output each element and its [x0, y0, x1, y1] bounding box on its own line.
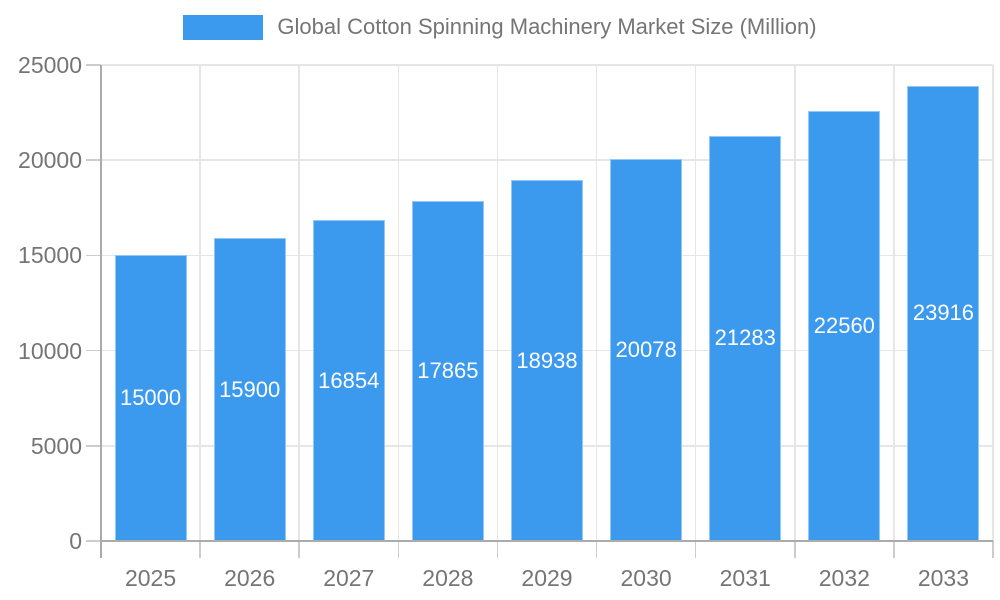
bar: 22560 — [808, 111, 881, 541]
x-axis-label: 2026 — [224, 565, 276, 591]
v-gridline — [794, 65, 796, 541]
x-axis-label: 2031 — [719, 565, 771, 591]
y-axis-label: 5000 — [30, 432, 82, 459]
legend-label: Global Cotton Spinning Machinery Market … — [277, 14, 817, 39]
v-gridline — [992, 65, 994, 541]
x-axis-tick — [694, 541, 697, 558]
legend-item[interactable]: Global Cotton Spinning Machinery Market … — [0, 14, 1000, 40]
x-axis-tick — [496, 541, 499, 558]
x-axis-line — [100, 540, 993, 542]
x-axis-tick — [595, 541, 598, 558]
v-gridline — [496, 65, 499, 541]
y-axis-tick — [86, 254, 101, 257]
y-axis-tick — [86, 540, 101, 542]
x-axis-tick — [992, 541, 994, 558]
v-gridline — [694, 65, 697, 541]
legend-swatch — [183, 14, 264, 40]
x-axis-label: 2033 — [917, 565, 970, 591]
bar: 20078 — [610, 158, 683, 541]
y-axis-label: 15000 — [18, 242, 82, 269]
bar-value-label: 18938 — [516, 347, 578, 373]
y-axis-tick — [86, 445, 101, 447]
y-axis-label: 20000 — [18, 147, 82, 174]
bar-value-label: 23916 — [912, 300, 975, 326]
bar: 17865 — [411, 200, 484, 541]
bar-value-label: 17865 — [417, 357, 479, 383]
v-gridline — [595, 65, 598, 541]
v-gridline — [397, 65, 400, 541]
x-axis-label: 2027 — [323, 565, 375, 591]
y-axis-tick — [86, 64, 101, 66]
bar-value-label: 22560 — [813, 313, 875, 339]
x-axis-tick — [298, 541, 300, 558]
x-axis-tick — [199, 541, 201, 558]
y-axis-label: 10000 — [18, 337, 82, 364]
h-gridline — [101, 64, 993, 66]
bar-value-label: 16854 — [318, 367, 380, 393]
bar: 16854 — [312, 220, 385, 541]
bar-value-label: 20078 — [615, 336, 677, 362]
h-gridline — [101, 159, 993, 161]
y-axis-label: 25000 — [18, 52, 82, 78]
x-axis-label: 2029 — [521, 565, 573, 591]
y-axis-label: 0 — [69, 528, 82, 554]
bar: 23916 — [907, 85, 980, 541]
bar-value-label: 15900 — [219, 376, 281, 402]
bar-value-label: 15000 — [119, 385, 182, 411]
bar: 18938 — [511, 180, 583, 541]
bar: 15000 — [114, 255, 187, 541]
bar: 15900 — [213, 238, 286, 541]
x-axis-label: 2025 — [124, 565, 177, 591]
bar: 21283 — [709, 135, 782, 541]
x-axis-tick — [794, 541, 796, 558]
x-axis-tick — [397, 541, 400, 558]
y-axis-tick — [86, 349, 101, 352]
y-axis-tick — [86, 159, 101, 161]
x-axis-tick — [893, 541, 895, 558]
x-axis-label: 2028 — [422, 565, 474, 591]
v-gridline — [199, 65, 201, 541]
v-gridline — [298, 65, 300, 541]
x-axis-label: 2030 — [620, 565, 672, 591]
y-axis-line — [100, 65, 102, 558]
bar-value-label: 21283 — [714, 325, 776, 351]
x-axis-label: 2032 — [818, 565, 870, 591]
v-gridline — [893, 65, 895, 541]
